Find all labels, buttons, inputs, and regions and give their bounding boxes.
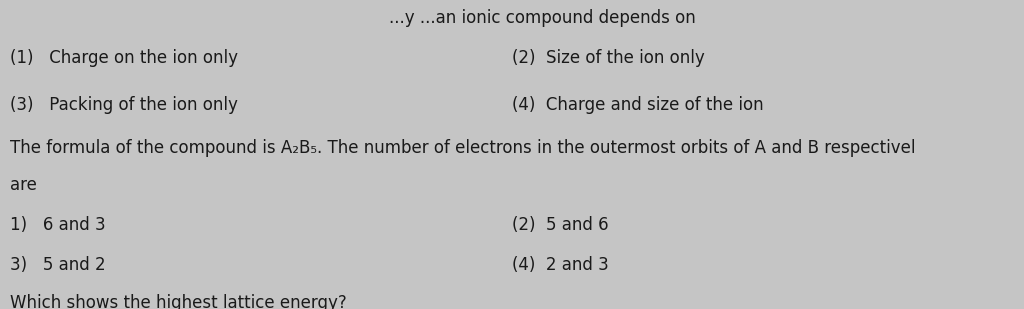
Text: 1)   6 and 3: 1) 6 and 3 [10, 216, 105, 234]
Text: are: are [10, 176, 37, 194]
Text: Which shows the highest lattice energy?: Which shows the highest lattice energy? [10, 294, 347, 309]
Text: 3)   5 and 2: 3) 5 and 2 [10, 256, 105, 274]
Text: (3)   Packing of the ion only: (3) Packing of the ion only [10, 96, 239, 114]
Text: (1)   Charge on the ion only: (1) Charge on the ion only [10, 49, 239, 67]
Text: The formula of the compound is A₂B₅. The number of electrons in the outermost or: The formula of the compound is A₂B₅. The… [10, 139, 915, 157]
Text: (4)  2 and 3: (4) 2 and 3 [512, 256, 608, 274]
Text: (2)  5 and 6: (2) 5 and 6 [512, 216, 608, 234]
Text: (2)  Size of the ion only: (2) Size of the ion only [512, 49, 705, 67]
Text: (4)  Charge and size of the ion: (4) Charge and size of the ion [512, 96, 764, 114]
Text: ...y ...an ionic compound depends on: ...y ...an ionic compound depends on [389, 9, 696, 27]
